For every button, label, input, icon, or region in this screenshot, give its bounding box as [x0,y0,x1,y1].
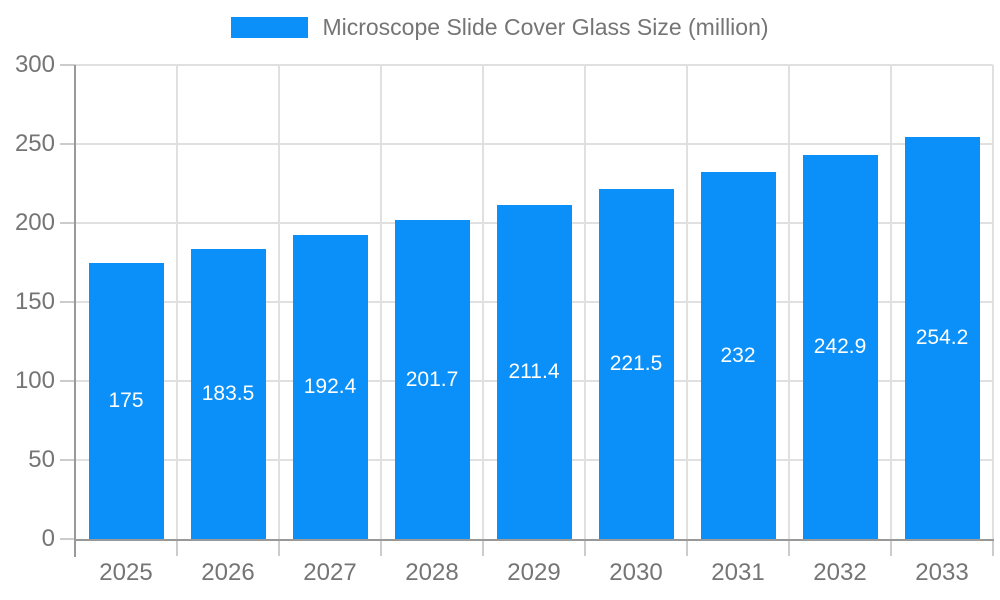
y-axis-tick [60,64,75,66]
bar-value-label: 254.2 [915,326,969,350]
bar-value-label: 183.5 [201,382,255,406]
y-axis-label: 0 [41,525,55,552]
y-axis-tick [60,380,75,382]
x-axis-tick [788,541,790,556]
x-axis-tick [176,541,178,556]
bar[interactable] [904,137,980,539]
x-axis-label: 2031 [711,559,765,586]
bar[interactable] [802,155,878,539]
x-axis-tick [278,541,280,556]
x-axis-tick [584,541,586,556]
v-gridline [788,65,790,539]
bar-value-label: 211.4 [508,359,560,383]
legend[interactable]: Microscope Slide Cover Glass Size (milli… [0,14,1000,41]
x-axis-label: 2033 [915,559,969,586]
y-axis-label: 300 [14,51,55,78]
x-axis-tick [380,541,382,556]
y-axis-line [74,65,76,557]
y-axis-label: 50 [28,446,55,473]
x-axis-label: 2026 [201,559,255,586]
x-axis-tick [890,541,892,556]
legend-label: Microscope Slide Cover Glass Size (milli… [322,14,769,40]
x-axis-label: 2032 [813,559,867,586]
v-gridline [380,65,382,539]
bar-value-label: 221.5 [609,352,663,375]
h-gridline [75,64,993,66]
v-gridline [992,65,994,539]
bar-value-label: 192.4 [303,375,357,398]
y-axis-label: 100 [14,367,55,394]
y-axis-tick [60,301,75,303]
x-axis-tick [686,541,688,556]
x-axis-label: 2025 [99,559,153,586]
y-axis-tick [60,143,75,145]
bar[interactable] [394,220,470,539]
x-axis-label: 2027 [303,559,357,586]
bar[interactable] [190,249,266,539]
v-gridline [584,65,586,539]
v-gridline [176,65,178,539]
bar-value-label: 201.7 [405,367,459,391]
bar[interactable] [496,204,572,539]
x-axis-label: 2029 [507,559,561,586]
h-gridline [75,143,993,145]
y-axis-label: 250 [14,130,55,157]
legend-swatch [231,17,309,38]
y-axis-tick [60,459,75,461]
y-axis-tick [60,538,75,540]
v-gridline [278,65,280,539]
bar-value-label: 175 [108,388,144,412]
x-axis-label: 2030 [609,559,663,586]
bar[interactable] [88,262,164,539]
bar[interactable] [700,172,776,539]
bar[interactable] [598,189,674,539]
x-axis-tick [992,541,994,556]
y-axis-label: 150 [14,288,55,315]
bar[interactable] [292,235,368,539]
v-gridline [890,65,892,539]
x-axis-tick [482,541,484,556]
y-axis-label: 200 [14,209,55,236]
v-gridline [482,65,484,539]
x-axis-line [74,539,994,541]
x-axis-label: 2028 [405,559,459,586]
bar-value-label: 242.9 [813,335,867,359]
y-axis-tick [60,222,75,224]
bar-value-label: 232 [720,343,756,367]
v-gridline [686,65,688,539]
